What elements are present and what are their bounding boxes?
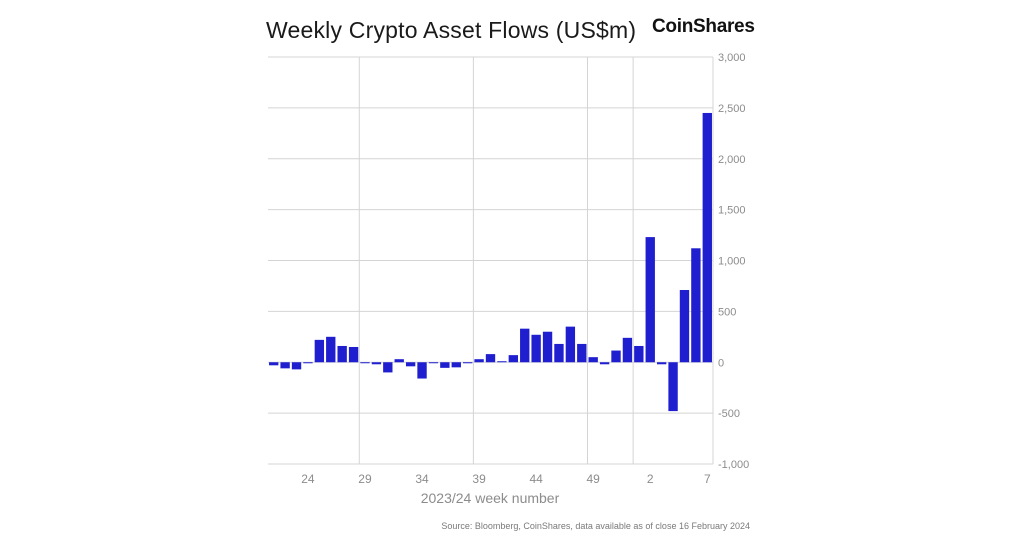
bar-week-23 — [291, 362, 302, 370]
bar-week-30 — [371, 362, 382, 365]
bar-week-7 — [702, 112, 712, 363]
y-tick-label: 2,500 — [718, 103, 746, 115]
x-tick-label: 7 — [704, 472, 711, 486]
bar-week-1 — [634, 345, 644, 363]
bar-week-42 — [508, 355, 518, 363]
bar-week-37 — [451, 362, 461, 368]
bar-week-39 — [474, 359, 484, 363]
bar-week-45 — [542, 331, 553, 363]
bar-week-28 — [348, 346, 359, 363]
source-note: Source: Bloomberg, CoinShares, data avai… — [441, 521, 750, 531]
bar-week-24 — [303, 362, 313, 364]
bar-week-22 — [280, 362, 290, 369]
bar-week-35 — [428, 362, 439, 364]
bar-week-41 — [497, 361, 507, 363]
bar-week-50 — [599, 362, 610, 365]
y-tick-label: 1,000 — [718, 256, 746, 268]
x-tick-label: 2 — [647, 472, 654, 486]
bar-week-36 — [440, 362, 450, 368]
bar-week-25 — [314, 339, 325, 363]
bars-layer — [269, 112, 712, 412]
x-tick-label: 39 — [472, 472, 486, 486]
y-tick-label: 1,500 — [718, 205, 746, 217]
y-tick-label: 2,000 — [718, 154, 746, 166]
x-tick-label: 29 — [358, 472, 372, 486]
bar-week-52 — [622, 337, 633, 363]
chart-title: Weekly Crypto Asset Flows (US$m) — [266, 17, 637, 43]
bar-week-32 — [394, 359, 404, 363]
coinshares-logo: CoinShares — [652, 16, 755, 37]
bar-week-21 — [269, 362, 279, 366]
bar-week-46 — [554, 343, 564, 363]
bar-week-44 — [531, 334, 541, 363]
bar-week-33 — [405, 362, 416, 367]
x-tick-label: 44 — [529, 472, 543, 486]
x-axis-label: 2023/24 week number — [421, 490, 560, 506]
bar-week-26 — [326, 336, 336, 363]
bar-week-51 — [611, 350, 621, 363]
y-tick-label: -1,000 — [718, 459, 749, 471]
x-tick-label: 34 — [415, 472, 429, 486]
x-tick-label: 49 — [587, 472, 601, 486]
y-tick-label: 500 — [718, 306, 736, 318]
bar-week-48 — [577, 343, 587, 363]
bar-week-27 — [337, 345, 347, 363]
bar-week-3 — [656, 362, 667, 365]
bar-week-34 — [417, 362, 427, 379]
bar-week-43 — [520, 328, 530, 363]
bar-week-5 — [679, 290, 690, 363]
y-axis-ticks: 3,000 2,500 2,000 1,500 1,000 500 0 -500 -1,000 — [718, 52, 749, 471]
x-axis-ticks: 24 29 34 39 44 49 2 7 — [301, 472, 711, 486]
bar-week-49 — [588, 357, 598, 363]
y-tick-label: 0 — [718, 357, 724, 369]
bar-week-6 — [691, 248, 701, 363]
bar-week-4 — [668, 362, 678, 412]
y-tick-label: 3,000 — [718, 52, 746, 64]
bar-week-40 — [485, 354, 496, 363]
bar-week-2 — [645, 237, 655, 363]
bar-week-31 — [383, 362, 393, 373]
y-tick-label: -500 — [718, 408, 740, 420]
bar-week-47 — [565, 326, 576, 363]
x-tick-label: 24 — [301, 472, 315, 486]
bar-week-38 — [463, 362, 473, 364]
bar-week-29 — [360, 362, 370, 364]
